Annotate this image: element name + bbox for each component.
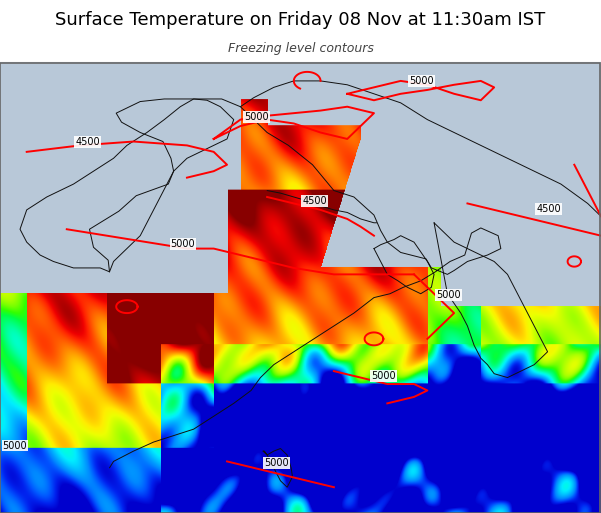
Text: 5000: 5000 [244, 112, 269, 122]
Text: 4500: 4500 [302, 196, 327, 206]
Text: 5000: 5000 [371, 371, 395, 382]
Text: 4500: 4500 [75, 137, 100, 147]
Text: Freezing level contours: Freezing level contours [228, 42, 373, 54]
Text: 5000: 5000 [436, 290, 461, 300]
Text: Surface Temperature on Friday 08 Nov at 11:30am IST: Surface Temperature on Friday 08 Nov at … [55, 11, 546, 29]
Text: 5000: 5000 [2, 441, 27, 450]
Text: 5000: 5000 [171, 239, 195, 249]
Text: 5000: 5000 [409, 76, 434, 86]
Text: 5000: 5000 [264, 458, 288, 468]
Text: 4500: 4500 [536, 204, 561, 214]
